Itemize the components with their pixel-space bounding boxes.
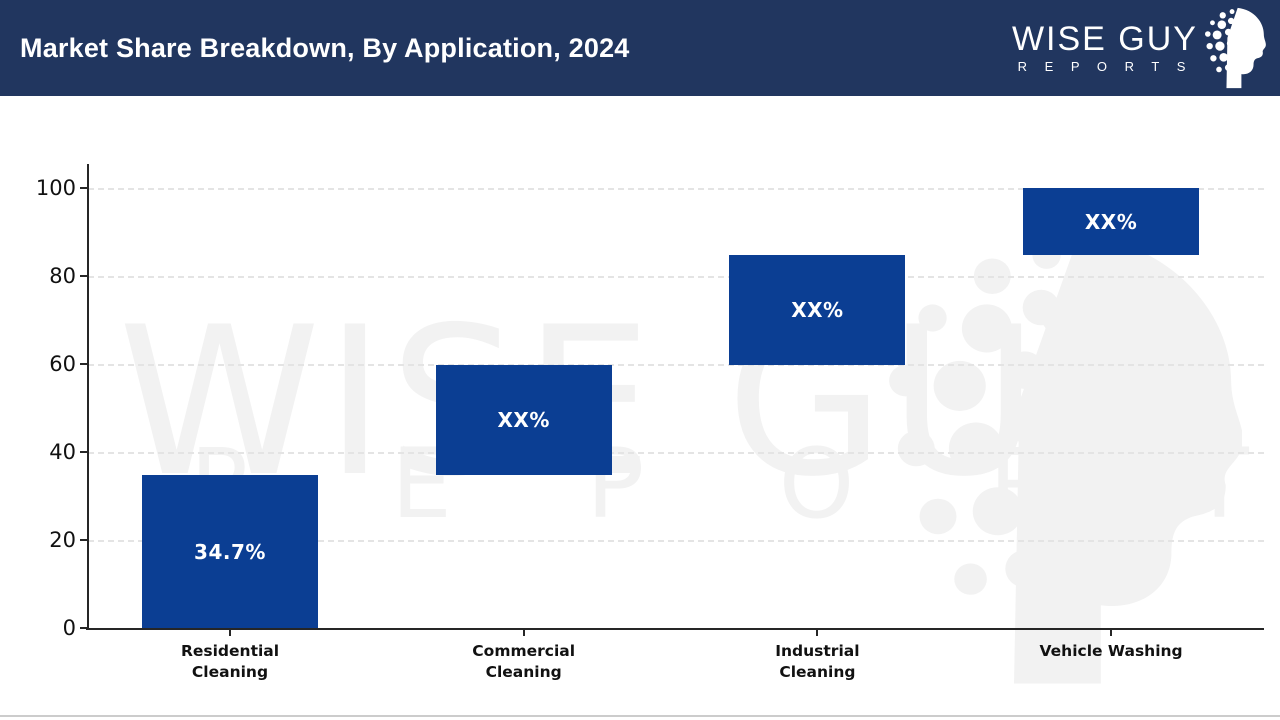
x-axis [86,628,1264,630]
category-label: Residential Cleaning [180,642,280,682]
x-tick [229,630,231,636]
gridline-40 [88,452,1264,454]
brand-logo-text: WISE GUY R E P O R T S [1011,19,1198,75]
chart-area: WISE GUY R E P O R T S 02040608010034.7%… [0,96,1280,720]
y-tick-label: 80 [49,264,76,288]
brand-head-icon [1205,7,1266,89]
x-tick [816,630,819,636]
y-tick-label: 40 [49,440,76,464]
y-tick [80,451,88,453]
brand-logo: WISE GUY R E P O R T S [1012,6,1280,90]
bottom-divider [0,715,1280,717]
y-tick [80,187,88,189]
y-tick [80,627,88,629]
x-tick [522,630,525,636]
page-title: Market Share Breakdown, By Application, … [20,32,630,63]
y-tick-label: 20 [49,528,76,552]
gridline-60 [88,364,1264,366]
brand-subtitle: R E P O R T S [1017,59,1193,75]
bar-value-label: 34.7% [194,539,266,564]
gridline-20 [88,540,1264,542]
gridline-80 [88,276,1264,278]
y-tick-label: 0 [62,616,76,640]
bar-3: XX% [729,255,906,366]
bar-4: XX% [1023,188,1200,256]
y-axis [87,164,89,630]
bar-value-label: XX% [1084,209,1138,234]
brand-wordmark: WISE GUY [1011,19,1198,58]
category-label: Vehicle Washing [1039,642,1183,660]
category-label: Commercial Cleaning [472,642,576,682]
bar-value-label: XX% [791,298,844,323]
x-tick [1110,630,1113,636]
bar-1: 34.7% [142,475,318,628]
bar-2: XX% [435,365,612,476]
watermark-head-icon [889,234,1242,684]
bar-value-label: XX% [497,408,550,433]
y-tick [80,275,88,277]
category-label: Industrial Cleaning [775,642,860,682]
y-tick [80,363,88,365]
y-tick [80,539,88,541]
y-tick-label: 60 [49,352,76,376]
y-tick-label: 100 [35,176,76,200]
header-bar: Market Share Breakdown, By Application, … [0,0,1280,96]
gridline-100 [88,188,1264,190]
